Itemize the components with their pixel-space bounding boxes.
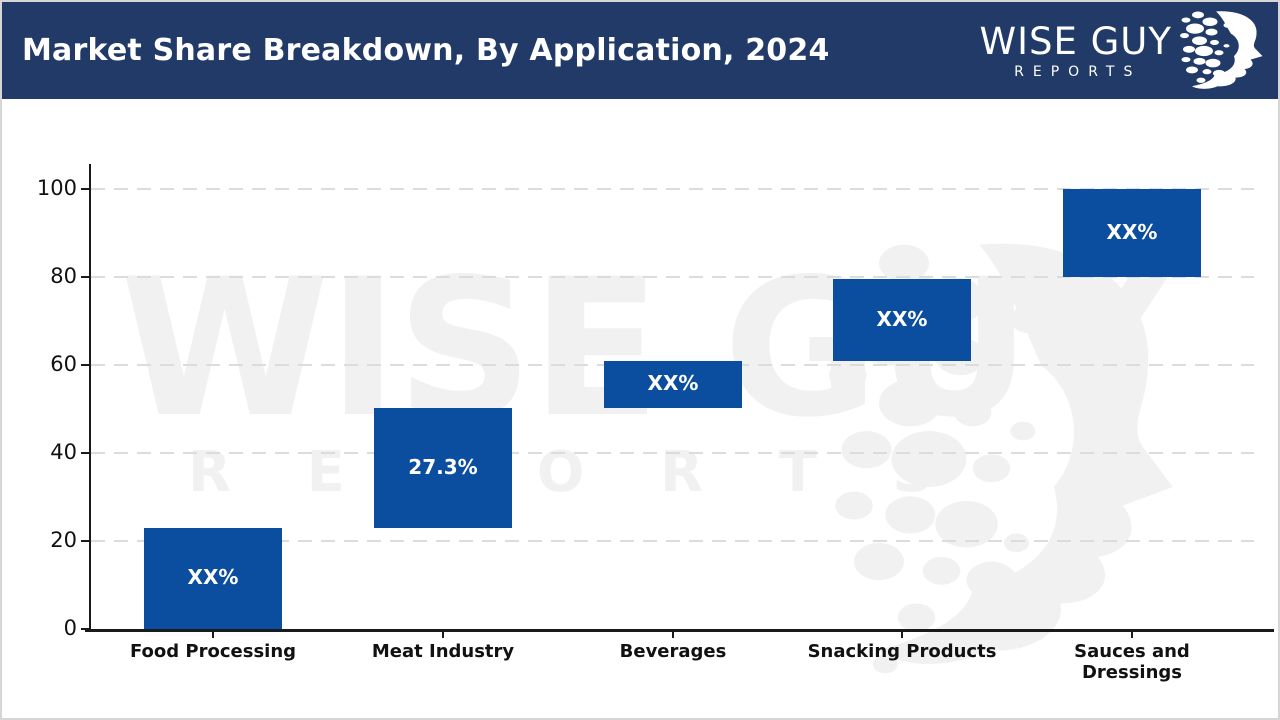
bar-value-label: XX% xyxy=(187,565,239,590)
bar-snacking-products xyxy=(833,279,971,361)
x-axis-line xyxy=(85,629,1274,632)
bar-sauces-and-dressings xyxy=(1063,189,1201,277)
x-tick-mark xyxy=(1131,632,1133,638)
y-tick-label: 60 xyxy=(50,352,77,376)
header: Market Share Breakdown, By Application, … xyxy=(2,2,1278,99)
chart-title: Market Share Breakdown, By Application, … xyxy=(22,33,830,68)
x-tick-mark xyxy=(442,632,444,638)
gridline xyxy=(91,540,1254,542)
logo-wordmark: WISE GUY xyxy=(979,19,1172,63)
y-tick-label: 0 xyxy=(63,616,77,640)
x-tick-mark xyxy=(672,632,674,638)
y-tick-label: 40 xyxy=(50,440,77,464)
y-tick-label: 20 xyxy=(50,528,77,552)
y-tick-label: 80 xyxy=(50,264,77,288)
bar-meat-industry xyxy=(374,407,512,528)
bar-value-label: XX% xyxy=(1106,220,1158,244)
x-tick-mark xyxy=(212,632,214,638)
watermark-text: WISE GUY xyxy=(120,238,1167,459)
bar-beverages xyxy=(604,360,742,408)
watermark-subtext: R E P O R T S xyxy=(188,440,961,505)
y-tick-mark xyxy=(81,540,90,542)
x-tick-label: Snacking Products xyxy=(807,641,997,662)
gridline xyxy=(91,276,1254,278)
y-tick-mark xyxy=(81,276,90,278)
bar-value-label: 27.3% xyxy=(408,454,478,479)
x-tick-mark xyxy=(901,632,903,638)
x-tick-label: Sauces and Dressings xyxy=(1074,641,1190,683)
bar-value-label: XX% xyxy=(647,371,699,396)
logo-text: WISE GUY REPORTS xyxy=(979,19,1172,80)
x-tick-label: Food Processing xyxy=(129,641,297,662)
y-tick-mark xyxy=(81,452,90,454)
gridline xyxy=(91,188,1254,190)
y-axis-line xyxy=(89,164,91,632)
bar-food-processing xyxy=(144,527,282,629)
y-tick-mark xyxy=(81,628,90,630)
x-tick-label: Beverages xyxy=(619,641,727,662)
y-tick-mark xyxy=(81,364,90,366)
logo-face-icon xyxy=(1180,11,1263,89)
brand-logo: WISE GUY REPORTS xyxy=(980,6,1270,96)
y-tick-label: 100 xyxy=(36,176,77,200)
logo-subtext: REPORTS xyxy=(1014,63,1142,80)
x-tick-label: Meat Industry xyxy=(371,641,515,662)
y-tick-mark xyxy=(81,188,90,190)
gridline xyxy=(91,452,1254,454)
bar-value-label: XX% xyxy=(876,306,928,331)
